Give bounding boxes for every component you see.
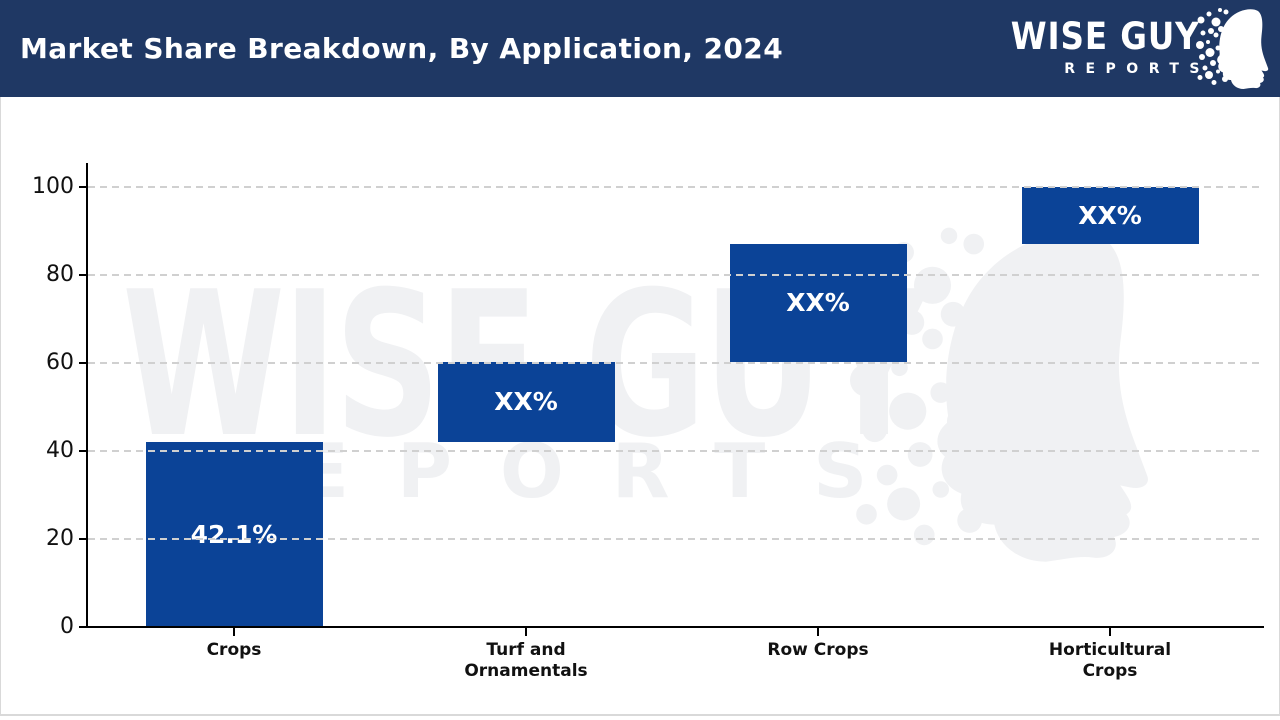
y-axis-tick [79,450,87,452]
y-tick-label: 100 [32,174,74,199]
bar-horticultural-crops: XX% [1021,187,1199,244]
x-category-label: Crops [206,640,262,660]
x-axis-tick [233,628,235,636]
x-category-label: Row Crops [767,640,869,660]
y-axis-tick [79,186,87,188]
bar-value-label: XX% [786,288,850,318]
bottom-edge-line [0,714,1280,716]
y-axis-tick [79,362,87,364]
bar-turf-and-ornamentals: XX% [437,361,615,442]
wise-guy-reports-logo: WISE GUY REPORTS [1011,5,1270,93]
x-category-label: Turf and Ornamentals [464,640,588,681]
x-category-label: Horticultural Crops [1048,640,1172,681]
x-axis-tick [817,628,819,636]
logo-wordmark: WISE GUY [1011,15,1200,58]
chart-title: Market Share Breakdown, By Application, … [20,32,784,65]
y-tick-label: 0 [60,614,74,639]
y-tick-label: 60 [46,350,74,375]
y-axis-tick [79,274,87,276]
y-tick-label: 40 [46,438,74,463]
header-bar: Market Share Breakdown, By Application, … [0,0,1280,97]
x-axis-tick [1109,628,1111,636]
bar-row-crops: XX% [729,243,907,362]
left-edge-line [0,97,1,716]
x-axis-line [86,626,1264,628]
y-axis-line [86,163,88,628]
y-tick-label: 80 [46,262,74,287]
y-tick-label: 20 [46,526,74,551]
logo-subtitle: REPORTS [1064,61,1210,77]
y-axis-tick [79,626,87,628]
bar-value-label: 42.1% [190,519,278,549]
x-axis-tick [525,628,527,636]
bar-value-label: XX% [1078,200,1142,230]
y-axis-tick [79,538,87,540]
bar-value-label: XX% [494,387,558,417]
bar-crops: 42.1% [145,441,323,627]
